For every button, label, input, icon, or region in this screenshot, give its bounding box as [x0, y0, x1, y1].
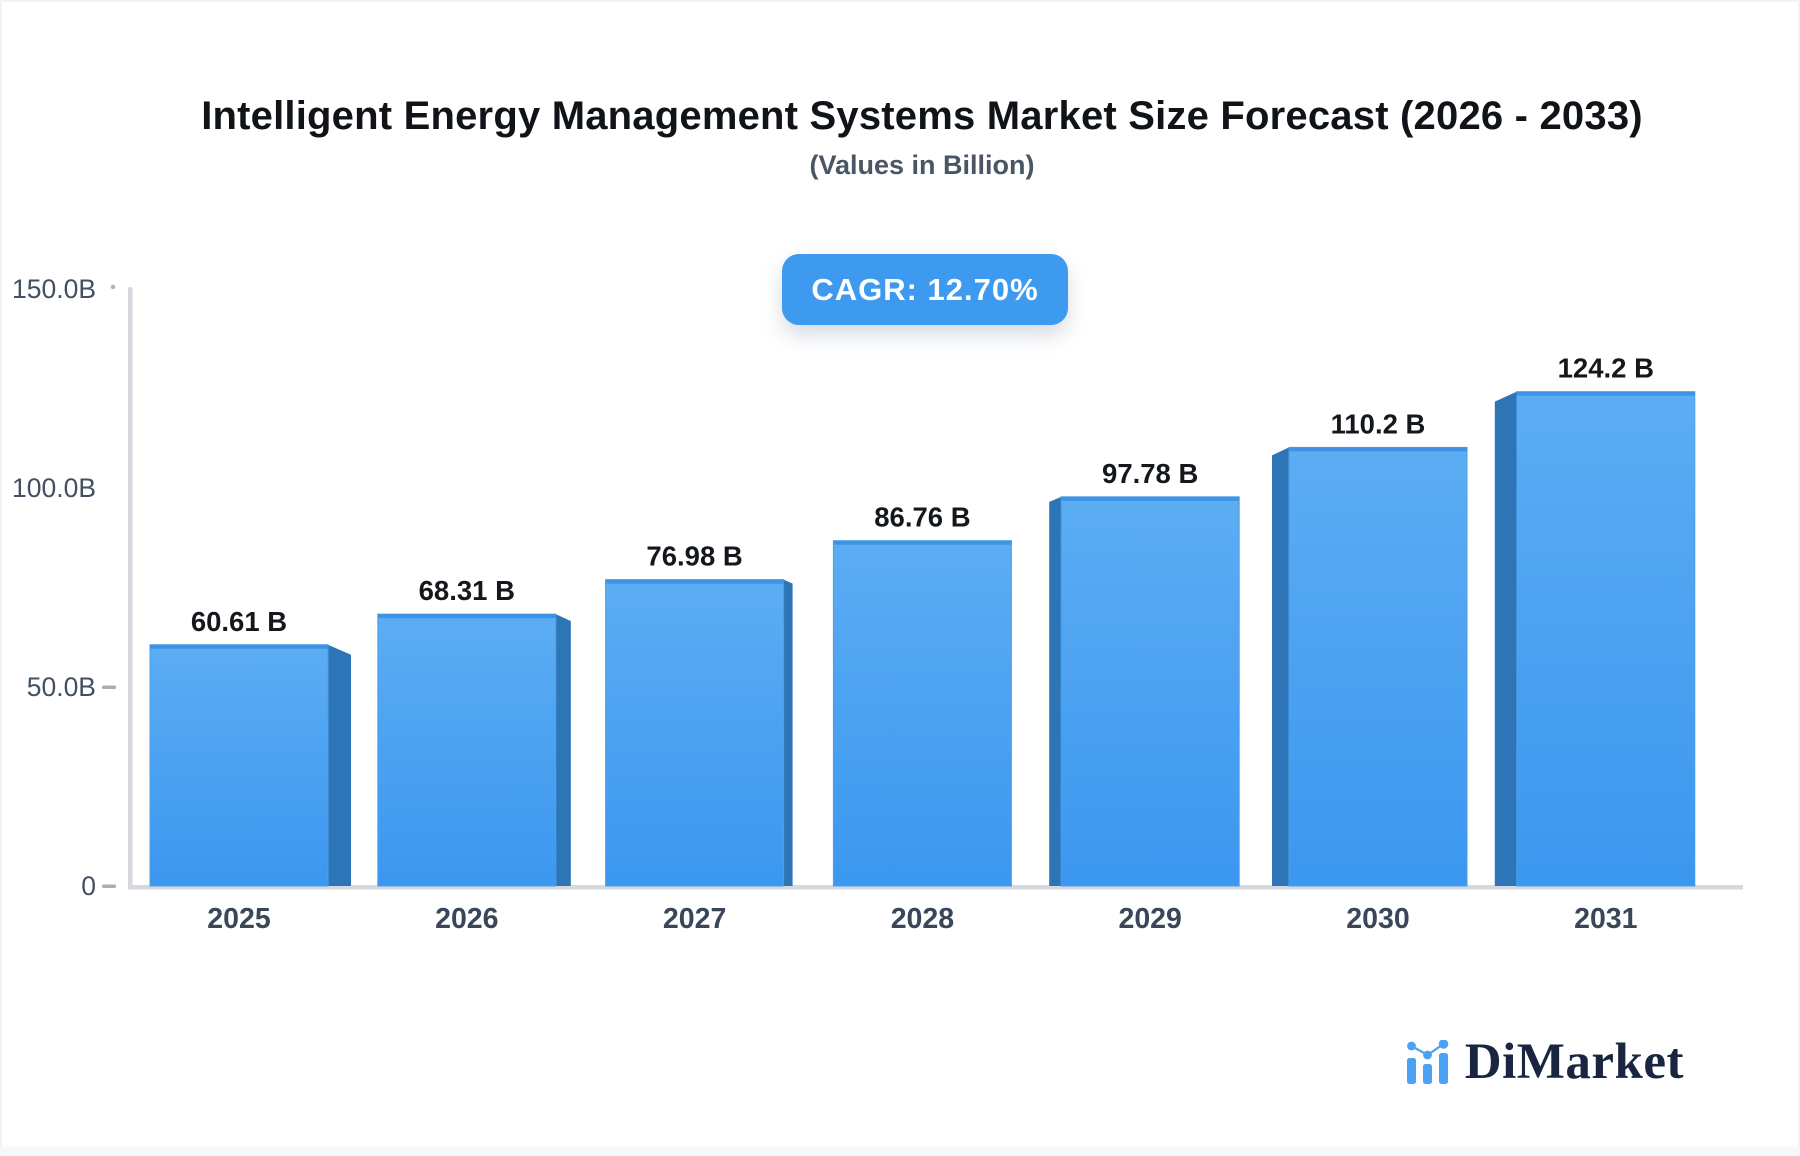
logo-dot	[1406, 1041, 1416, 1051]
y-tick-mark-50	[102, 685, 116, 689]
bar-2031	[1516, 391, 1696, 887]
x-tick-label-2029: 2029	[1118, 903, 1181, 935]
bar-2025	[149, 644, 329, 887]
brand-logo-icon	[1406, 1040, 1449, 1084]
x-axis-line	[128, 885, 1743, 890]
logo-dot	[1422, 1050, 1432, 1060]
bar-side-2027	[783, 579, 793, 886]
value-label-2030: 110.2 B	[1331, 408, 1426, 439]
x-tick-label-2025: 2025	[207, 903, 271, 935]
bar-2027	[605, 579, 785, 887]
x-tick-label-2031: 2031	[1574, 903, 1638, 935]
bar-side-2030	[1272, 447, 1289, 886]
bar-side-2029	[1049, 496, 1062, 886]
bar-top-edge-2025	[150, 644, 328, 649]
value-label-2027: 76.98 B	[646, 541, 742, 572]
value-label-2028: 86.76 B	[874, 502, 970, 533]
logo-bar	[1438, 1053, 1448, 1084]
bar-top-edge-2029	[1061, 496, 1240, 501]
cagr-badge-label: CAGR: 12.70%	[811, 271, 1039, 307]
value-label-2025: 60.61 B	[191, 606, 287, 637]
chart-title: Intelligent Energy Management Systems Ma…	[201, 94, 1643, 138]
bar-side-2025	[328, 644, 351, 886]
y-tick-label-150: 150.0B	[12, 274, 96, 304]
logo-bar	[1406, 1058, 1416, 1084]
bar-top-edge-2027	[605, 579, 784, 584]
y-tick-label-0: 0	[81, 871, 96, 901]
value-label-2031: 124.2 B	[1558, 353, 1654, 384]
logo-dot	[1438, 1040, 1449, 1049]
bar-2028	[832, 540, 1012, 887]
bar-top-edge-2028	[833, 540, 1012, 545]
bar-2029	[1060, 496, 1240, 887]
bar-top-edge-2031	[1516, 391, 1695, 396]
brand-logo: DiMarket	[1402, 1034, 1684, 1091]
chart-subtitle: (Values in Billion)	[809, 150, 1035, 180]
x-tick-label-2028: 2028	[891, 903, 954, 935]
bar-2026	[377, 613, 557, 887]
y-axis-line	[128, 287, 133, 889]
bar-side-2026	[555, 614, 571, 886]
bar-top-edge-2030	[1289, 447, 1467, 452]
bar-2030	[1288, 446, 1468, 887]
value-label-2029: 97.78 B	[1102, 458, 1198, 489]
y-tick-mark-150	[110, 284, 116, 290]
y-tick-mark-0	[102, 884, 116, 888]
brand-logo-text: DiMarket	[1464, 1034, 1684, 1091]
y-tick-label-100: 100.0B	[12, 473, 96, 503]
x-tick-label-2026: 2026	[435, 903, 498, 935]
x-tick-label-2027: 2027	[663, 903, 726, 935]
bar-side-2031	[1494, 391, 1517, 886]
cagr-badge: CAGR: 12.70%	[782, 254, 1068, 325]
bar-top-edge-2026	[377, 614, 556, 619]
x-tick-label-2030: 2030	[1346, 903, 1409, 935]
y-tick-label-50: 50.0B	[27, 672, 96, 702]
logo-bar	[1422, 1064, 1432, 1084]
value-label-2026: 68.31 B	[419, 575, 515, 606]
bottom-accent-strip	[0, 1147, 1800, 1156]
